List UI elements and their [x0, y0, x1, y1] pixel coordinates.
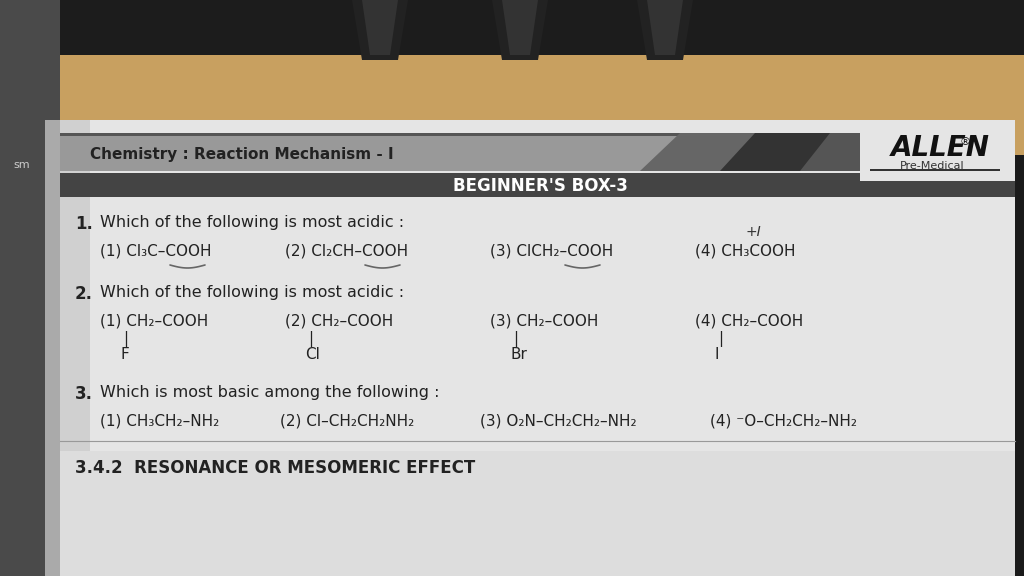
Bar: [0, 0, 60, 576]
Text: (2) Cl₂CH–COOH: (2) Cl₂CH–COOH: [285, 243, 409, 258]
Polygon shape: [492, 0, 548, 60]
Text: (4) ⁻O–CH₂CH₂–NH₂: (4) ⁻O–CH₂CH₂–NH₂: [710, 413, 857, 428]
Text: Cl: Cl: [305, 347, 319, 362]
Text: |: |: [513, 331, 518, 347]
Text: ALLEN: ALLEN: [891, 134, 989, 162]
Text: 3.: 3.: [75, 385, 93, 403]
Text: (2) Cl–CH₂CH₂NH₂: (2) Cl–CH₂CH₂NH₂: [280, 413, 415, 428]
Text: F: F: [120, 347, 129, 362]
Text: 2.: 2.: [75, 285, 93, 303]
Bar: [860, 133, 1015, 181]
Text: Which of the following is most acidic :: Which of the following is most acidic :: [100, 285, 404, 300]
Text: (1) Cl₃C–COOH: (1) Cl₃C–COOH: [100, 243, 212, 258]
Text: Chemistry : Reaction Mechanism - I: Chemistry : Reaction Mechanism - I: [90, 146, 393, 161]
Polygon shape: [637, 0, 693, 60]
Text: sm: sm: [13, 160, 31, 170]
Text: (3) CH₂–COOH: (3) CH₂–COOH: [490, 313, 598, 328]
Text: Pre-Medical: Pre-Medical: [900, 161, 965, 171]
Text: (2) CH₂–COOH: (2) CH₂–COOH: [285, 313, 393, 328]
Polygon shape: [647, 0, 683, 55]
Text: 1.: 1.: [75, 215, 93, 233]
Text: 3.4.2  RESONANCE OR MESOMERIC EFFECT: 3.4.2 RESONANCE OR MESOMERIC EFFECT: [75, 459, 475, 477]
Text: Br: Br: [510, 347, 527, 362]
Text: (1) CH₃CH₂–NH₂: (1) CH₃CH₂–NH₂: [100, 413, 219, 428]
Bar: [870, 169, 1000, 171]
Polygon shape: [352, 0, 408, 60]
Text: (4) CH₃COOH: (4) CH₃COOH: [695, 243, 796, 258]
Polygon shape: [720, 133, 870, 171]
Text: Which is most basic among the following :: Which is most basic among the following …: [100, 385, 439, 400]
Polygon shape: [502, 0, 538, 55]
Bar: [0, 55, 1024, 155]
Text: (3) ClCH₂–COOH: (3) ClCH₂–COOH: [490, 243, 613, 258]
Text: ®: ®: [959, 137, 971, 147]
Text: BEGINNER'S BOX-3: BEGINNER'S BOX-3: [453, 177, 628, 195]
Text: I: I: [715, 347, 720, 362]
Polygon shape: [362, 0, 398, 55]
Text: +I: +I: [746, 225, 762, 239]
Polygon shape: [800, 133, 940, 171]
Polygon shape: [640, 133, 820, 171]
Text: Which of the following is most acidic :: Which of the following is most acidic :: [100, 215, 404, 230]
Text: (3) O₂N–CH₂CH₂–NH₂: (3) O₂N–CH₂CH₂–NH₂: [480, 413, 637, 428]
Text: |: |: [718, 331, 723, 347]
Bar: [0, 0, 1024, 90]
Bar: [60, 120, 1015, 576]
Text: |: |: [308, 331, 313, 347]
Bar: [60, 120, 90, 576]
Bar: [60, 173, 1015, 197]
Text: (1) CH₂–COOH: (1) CH₂–COOH: [100, 313, 208, 328]
Text: |: |: [123, 331, 128, 347]
Bar: [45, 120, 75, 576]
Bar: [60, 451, 1015, 576]
Text: (4) CH₂–COOH: (4) CH₂–COOH: [695, 313, 803, 328]
Bar: [60, 133, 1015, 171]
Bar: [60, 133, 1015, 136]
